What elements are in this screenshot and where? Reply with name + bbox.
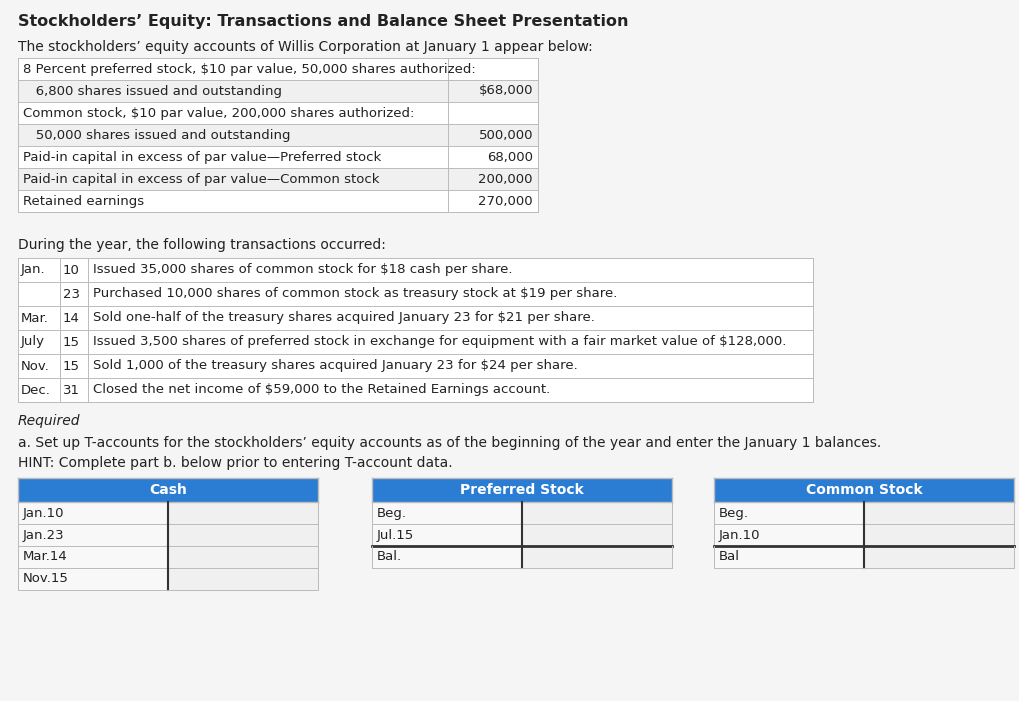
Text: 50,000 shares issued and outstanding: 50,000 shares issued and outstanding	[23, 128, 290, 142]
Bar	[864, 524, 1014, 546]
Text: Bal.: Bal.	[377, 550, 403, 564]
Bar	[18, 58, 538, 80]
Bar	[864, 546, 1014, 568]
Text: 270,000: 270,000	[478, 194, 533, 207]
Bar	[18, 102, 538, 124]
Text: Beg.: Beg.	[719, 507, 749, 519]
Text: Bal: Bal	[719, 550, 740, 564]
Text: Paid-in capital in excess of par value—Preferred stock: Paid-in capital in excess of par value—P…	[23, 151, 381, 163]
Text: 68,000: 68,000	[487, 151, 533, 163]
Bar	[18, 478, 318, 502]
Text: Preferred Stock: Preferred Stock	[461, 483, 584, 497]
Bar	[18, 190, 538, 212]
Text: $68,000: $68,000	[479, 85, 533, 97]
Bar	[18, 146, 538, 168]
Text: The stockholders’ equity accounts of Willis Corporation at January 1 appear belo: The stockholders’ equity accounts of Wil…	[18, 40, 593, 54]
Bar	[714, 524, 864, 546]
Text: 8 Percent preferred stock, $10 par value, 50,000 shares authorized:: 8 Percent preferred stock, $10 par value…	[23, 62, 476, 76]
Text: Required: Required	[18, 414, 81, 428]
Text: 200,000: 200,000	[479, 172, 533, 186]
Bar	[168, 502, 318, 524]
Text: Purchased 10,000 shares of common stock as treasury stock at $19 per share.: Purchased 10,000 shares of common stock …	[93, 287, 618, 301]
Bar	[522, 502, 672, 524]
Bar	[18, 282, 813, 306]
Bar	[522, 546, 672, 568]
Text: Issued 3,500 shares of preferred stock in exchange for equipment with a fair mar: Issued 3,500 shares of preferred stock i…	[93, 336, 787, 348]
Text: Sold one-half of the treasury shares acquired January 23 for $21 per share.: Sold one-half of the treasury shares acq…	[93, 311, 595, 325]
Text: Common Stock: Common Stock	[806, 483, 922, 497]
Text: Mar.14: Mar.14	[23, 550, 67, 564]
Text: During the year, the following transactions occurred:: During the year, the following transacti…	[18, 238, 386, 252]
Bar	[372, 502, 522, 524]
Bar	[864, 502, 1014, 524]
Text: 14: 14	[63, 311, 79, 325]
Text: Closed the net income of $59,000 to the Retained Earnings account.: Closed the net income of $59,000 to the …	[93, 383, 550, 397]
Text: Jan.10: Jan.10	[23, 507, 64, 519]
Text: Jul.15: Jul.15	[377, 529, 415, 541]
Bar	[18, 124, 538, 146]
Text: Beg.: Beg.	[377, 507, 407, 519]
Text: Sold 1,000 of the treasury shares acquired January 23 for $24 per share.: Sold 1,000 of the treasury shares acquir…	[93, 360, 578, 372]
Text: Cash: Cash	[149, 483, 186, 497]
Bar	[372, 524, 522, 546]
Bar	[714, 546, 864, 568]
Text: Stockholders’ Equity: Transactions and Balance Sheet Presentation: Stockholders’ Equity: Transactions and B…	[18, 14, 629, 29]
Bar	[522, 524, 672, 546]
Bar	[18, 378, 813, 402]
Bar	[168, 568, 318, 590]
Text: Jan.10: Jan.10	[719, 529, 760, 541]
Bar	[18, 568, 168, 590]
Text: Issued 35,000 shares of common stock for $18 cash per share.: Issued 35,000 shares of common stock for…	[93, 264, 513, 276]
Bar	[372, 478, 672, 502]
Text: Jan.23: Jan.23	[23, 529, 64, 541]
Bar	[18, 502, 168, 524]
Text: 23: 23	[63, 287, 81, 301]
Bar	[18, 306, 813, 330]
Text: Nov.15: Nov.15	[23, 573, 69, 585]
Text: 31: 31	[63, 383, 81, 397]
Text: HINT: Complete part b. below prior to entering T-account data.: HINT: Complete part b. below prior to en…	[18, 456, 452, 470]
Bar	[18, 80, 538, 102]
Bar	[18, 258, 813, 282]
Text: 6,800 shares issued and outstanding: 6,800 shares issued and outstanding	[23, 85, 282, 97]
Text: Retained earnings: Retained earnings	[23, 194, 144, 207]
Text: 500,000: 500,000	[479, 128, 533, 142]
Bar	[18, 524, 168, 546]
Text: a. Set up T-accounts for the stockholders’ equity accounts as of the beginning o: a. Set up T-accounts for the stockholder…	[18, 436, 881, 450]
Bar	[168, 546, 318, 568]
Bar	[18, 330, 813, 354]
Bar	[714, 502, 864, 524]
Text: 10: 10	[63, 264, 79, 276]
Text: Common stock, $10 par value, 200,000 shares authorized:: Common stock, $10 par value, 200,000 sha…	[23, 107, 415, 119]
Text: July: July	[21, 336, 45, 348]
Text: Paid-in capital in excess of par value—Common stock: Paid-in capital in excess of par value—C…	[23, 172, 379, 186]
Bar	[714, 478, 1014, 502]
Text: Mar.: Mar.	[21, 311, 49, 325]
Text: Nov.: Nov.	[21, 360, 50, 372]
Text: 15: 15	[63, 336, 81, 348]
Bar	[18, 546, 168, 568]
Bar	[18, 354, 813, 378]
Text: 15: 15	[63, 360, 81, 372]
Bar	[168, 524, 318, 546]
Bar	[372, 546, 522, 568]
Bar	[18, 168, 538, 190]
Text: Jan.: Jan.	[21, 264, 46, 276]
Text: Dec.: Dec.	[21, 383, 51, 397]
